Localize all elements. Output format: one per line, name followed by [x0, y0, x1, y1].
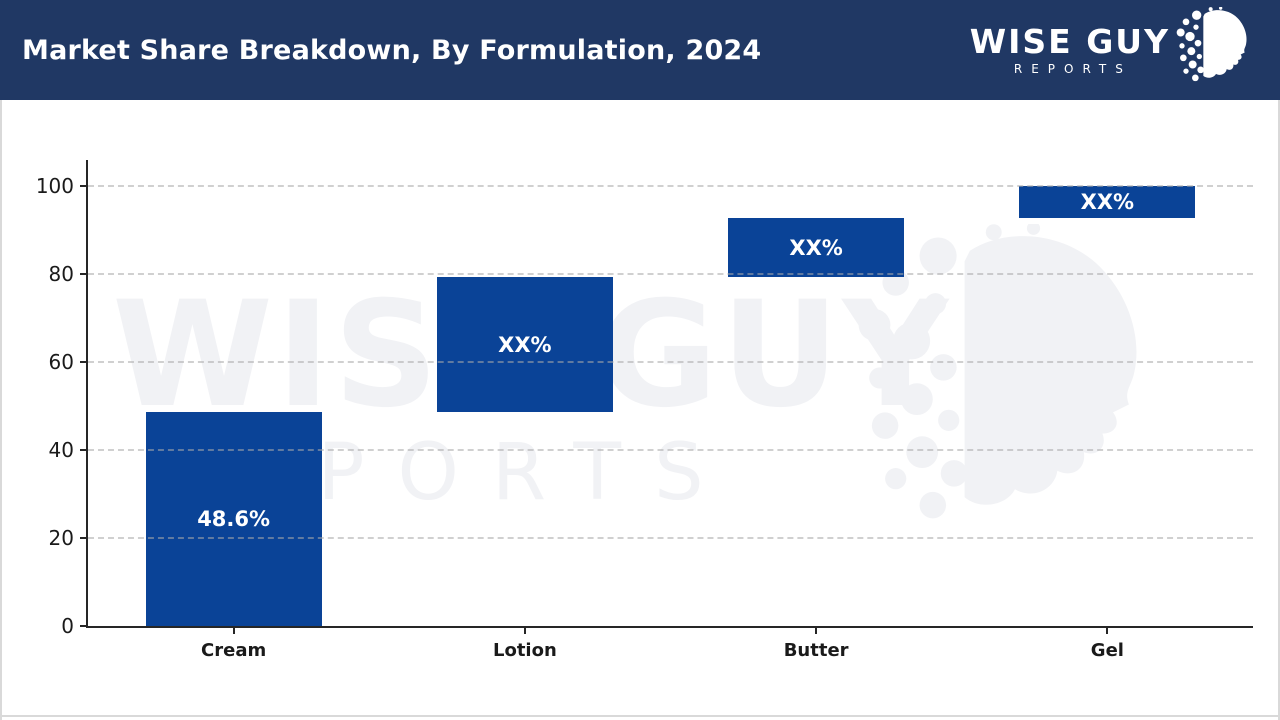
figure-border-bottom [0, 715, 1280, 717]
x-tick-label: Gel [1090, 640, 1124, 661]
y-tick-mark [80, 537, 88, 539]
y-tick-label: 20 [48, 526, 74, 550]
bar-gel [1019, 186, 1196, 219]
y-tick-label: 100 [35, 174, 74, 198]
page-title: Market Share Breakdown, By Formulation, … [22, 34, 762, 66]
gridline-40 [88, 449, 1253, 451]
gridline-20 [88, 537, 1253, 539]
brand-reports-label: REPORTS [1013, 61, 1132, 76]
y-tick-mark [80, 449, 88, 451]
brand-wordmark: WISE GUY [969, 21, 1170, 61]
gridline-80 [88, 273, 1253, 275]
bar-value-label: XX% [498, 332, 552, 357]
x-tick-mark [815, 626, 818, 634]
y-tick-label: 0 [61, 614, 74, 638]
header: Market Share Breakdown, By Formulation, … [0, 0, 1280, 100]
y-tick-mark [80, 625, 88, 627]
y-tick-mark [80, 361, 88, 363]
y-tick-label: 40 [48, 438, 74, 462]
x-tick-label: Lotion [492, 640, 557, 661]
bar-value-label: 48.6% [197, 507, 271, 532]
bar-lotion [436, 277, 613, 413]
x-tick-label: Butter [783, 640, 849, 661]
gridline-100 [88, 185, 1253, 187]
brand-face-icon [1174, 7, 1254, 94]
gridline-60 [88, 361, 1253, 363]
bar-cream [145, 412, 322, 626]
bar-value-label: XX% [789, 235, 843, 260]
y-tick-mark [80, 273, 88, 275]
y-tick-mark [80, 185, 88, 187]
y-tick-label: 60 [48, 350, 74, 374]
x-axis-spine [86, 626, 1253, 628]
brand-wordmark-block: WISE GUY REPORTS [970, 25, 1170, 76]
x-tick-label: Cream [201, 640, 267, 661]
bar-value-label: XX% [1080, 190, 1135, 215]
figure-border-right [1278, 100, 1280, 720]
y-tick-label: 80 [48, 262, 74, 286]
brand-logo: WISE GUY REPORTS [970, 7, 1254, 94]
y-axis-spine [86, 160, 88, 628]
figure-border-left [0, 100, 2, 720]
x-tick-mark [232, 626, 235, 634]
x-tick-mark [1106, 626, 1109, 634]
x-tick-mark [523, 626, 526, 634]
